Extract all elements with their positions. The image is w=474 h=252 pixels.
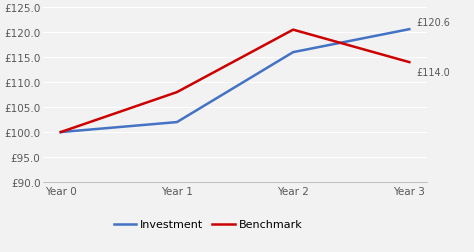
Benchmark — [58, 131, 64, 134]
Benchmark — [174, 91, 180, 94]
Investment — [58, 131, 64, 134]
Investment — [407, 28, 412, 32]
Benchmark — [290, 29, 296, 32]
Line: Benchmark: Benchmark — [61, 30, 410, 133]
Legend: Investment, Benchmark: Investment, Benchmark — [114, 219, 303, 229]
Benchmark — [407, 61, 412, 65]
Investment — [174, 121, 180, 124]
Investment — [290, 51, 296, 54]
Text: £114.0: £114.0 — [416, 67, 450, 77]
Text: £120.6: £120.6 — [416, 18, 450, 28]
Line: Investment: Investment — [61, 30, 410, 133]
